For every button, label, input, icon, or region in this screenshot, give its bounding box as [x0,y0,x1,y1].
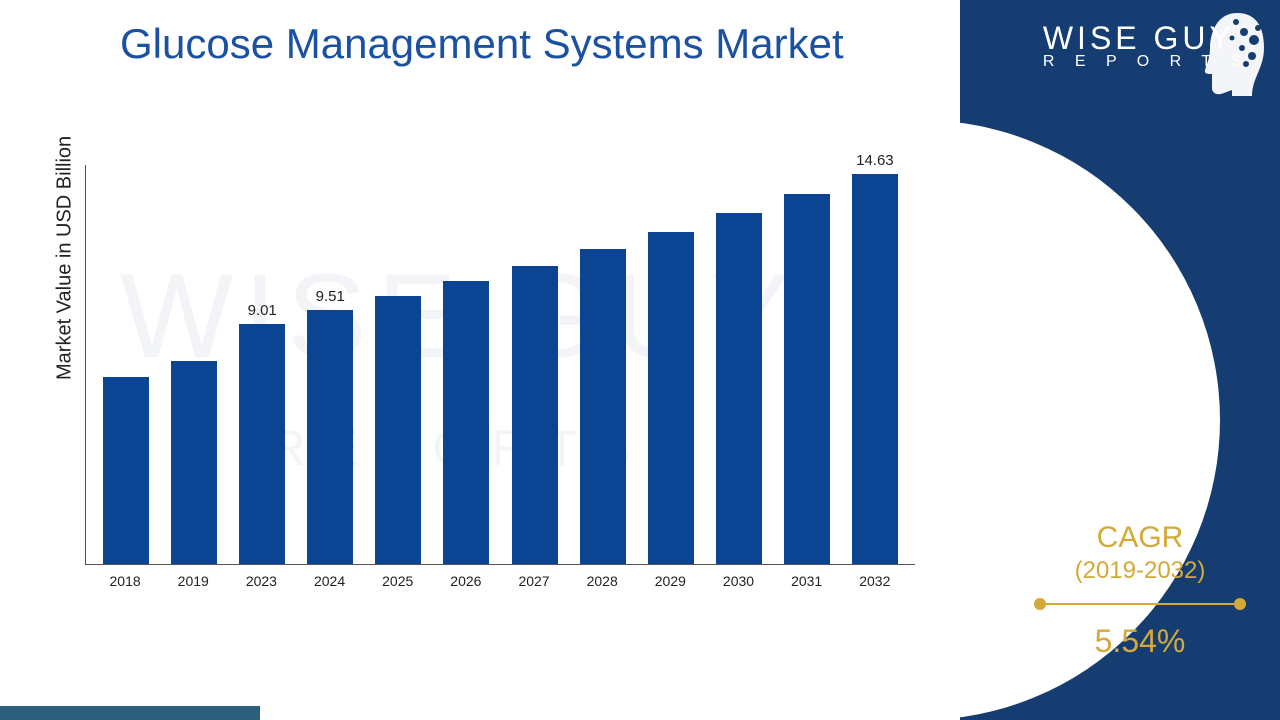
cagr-period: (2019-2032) [1040,557,1240,585]
x-tick-label: 2029 [640,567,700,595]
x-tick-label: 2026 [436,567,496,595]
bar-value-label: 9.01 [248,302,277,320]
bar-col: 14.63 [845,152,905,564]
x-tick-label: 2019 [163,567,223,595]
bar [307,310,353,564]
bar [512,266,558,564]
bar-col: 9.51 [300,288,360,564]
x-tick-label: 2030 [708,567,768,595]
plot-area: 9.019.5114.63 [85,165,915,565]
bar-col [777,172,837,564]
bar [784,194,830,564]
x-tick-label: 2028 [572,567,632,595]
bar-col [573,227,633,564]
x-tick-label: 2031 [777,567,837,595]
bar [171,361,217,564]
x-tick-label: 2018 [95,567,155,595]
bar [580,249,626,564]
x-labels: 2018 2019 2023 2024 2025 2026 2027 2028 2029 2030… [85,567,915,595]
logo-line2: R E P O R T S [1043,53,1250,71]
cagr-divider [1040,603,1240,605]
y-axis-label: Market Value in USD Billion [54,136,77,380]
x-tick-label: 2025 [368,567,428,595]
bar-col: 9.01 [232,302,292,564]
bottom-accent-bar [0,706,260,720]
brand-logo: WISE GUY R E P O R T S [1043,20,1250,71]
logo-line1: WISE GUY [1043,20,1250,57]
bars-container: 9.019.5114.63 [86,165,915,564]
bar-col [505,244,565,564]
x-tick-label: 2027 [504,567,564,595]
bar [375,296,421,564]
bar [443,281,489,564]
bar-col [709,191,769,564]
x-tick-label: 2024 [300,567,360,595]
bar [239,324,285,564]
x-tick-label: 2032 [845,567,905,595]
bar-col [641,210,701,564]
cagr-value: 5.54% [1040,623,1240,660]
bar-col [164,339,224,564]
bar-col [96,355,156,564]
bar-chart: Market Value in USD Billion 9.019.5114.6… [45,165,915,595]
bar [103,377,149,564]
bar-value-label: 14.63 [856,152,894,170]
bar [648,232,694,564]
cagr-box: CAGR (2019-2032) 5.54% [1040,521,1240,660]
cagr-title: CAGR [1040,521,1240,555]
bar-col [368,274,428,564]
bar-col [436,259,496,564]
bar-value-label: 9.51 [316,288,345,306]
chart-title: Glucose Management Systems Market [120,20,844,68]
x-tick-label: 2023 [231,567,291,595]
bar [716,213,762,564]
bar [852,174,898,564]
